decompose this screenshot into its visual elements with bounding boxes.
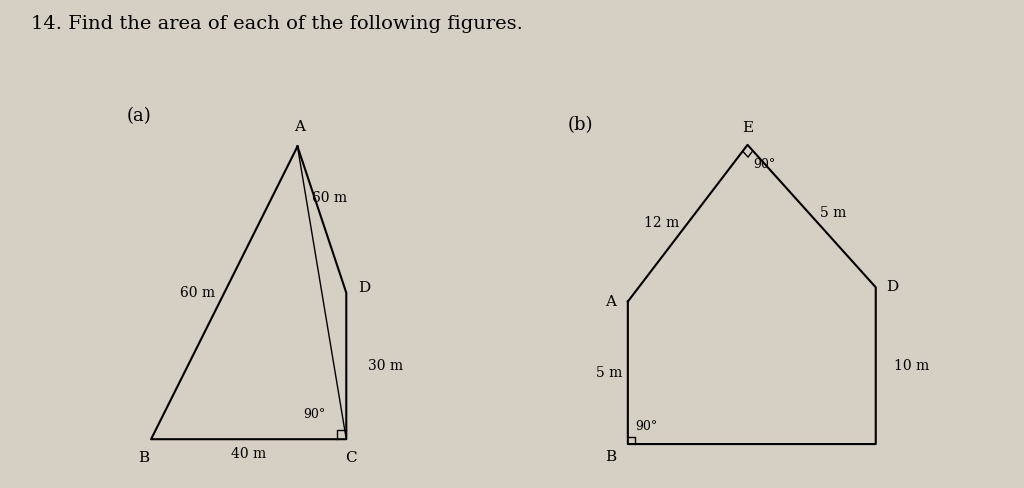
Text: A: A <box>605 295 616 308</box>
Text: C: C <box>345 451 357 466</box>
Text: 14. Find the area of each of the following figures.: 14. Find the area of each of the followi… <box>31 15 522 33</box>
Text: 12 m: 12 m <box>644 216 680 230</box>
Text: A: A <box>295 120 305 134</box>
Text: 30 m: 30 m <box>369 359 403 373</box>
Text: 40 m: 40 m <box>231 447 266 461</box>
Text: 60 m: 60 m <box>180 286 215 300</box>
Text: 90°: 90° <box>754 158 776 171</box>
Text: 90°: 90° <box>303 408 326 421</box>
Text: B: B <box>138 451 150 466</box>
Text: 5 m: 5 m <box>596 366 623 380</box>
Text: 10 m: 10 m <box>894 359 930 373</box>
Text: D: D <box>886 280 898 294</box>
Text: B: B <box>605 450 616 464</box>
Text: (b): (b) <box>568 116 594 134</box>
Text: 5 m: 5 m <box>820 206 846 220</box>
Text: D: D <box>358 281 371 295</box>
Text: E: E <box>742 121 753 135</box>
Text: 90°: 90° <box>635 421 657 433</box>
Text: (a): (a) <box>127 107 152 125</box>
Text: 60 m: 60 m <box>311 191 347 204</box>
